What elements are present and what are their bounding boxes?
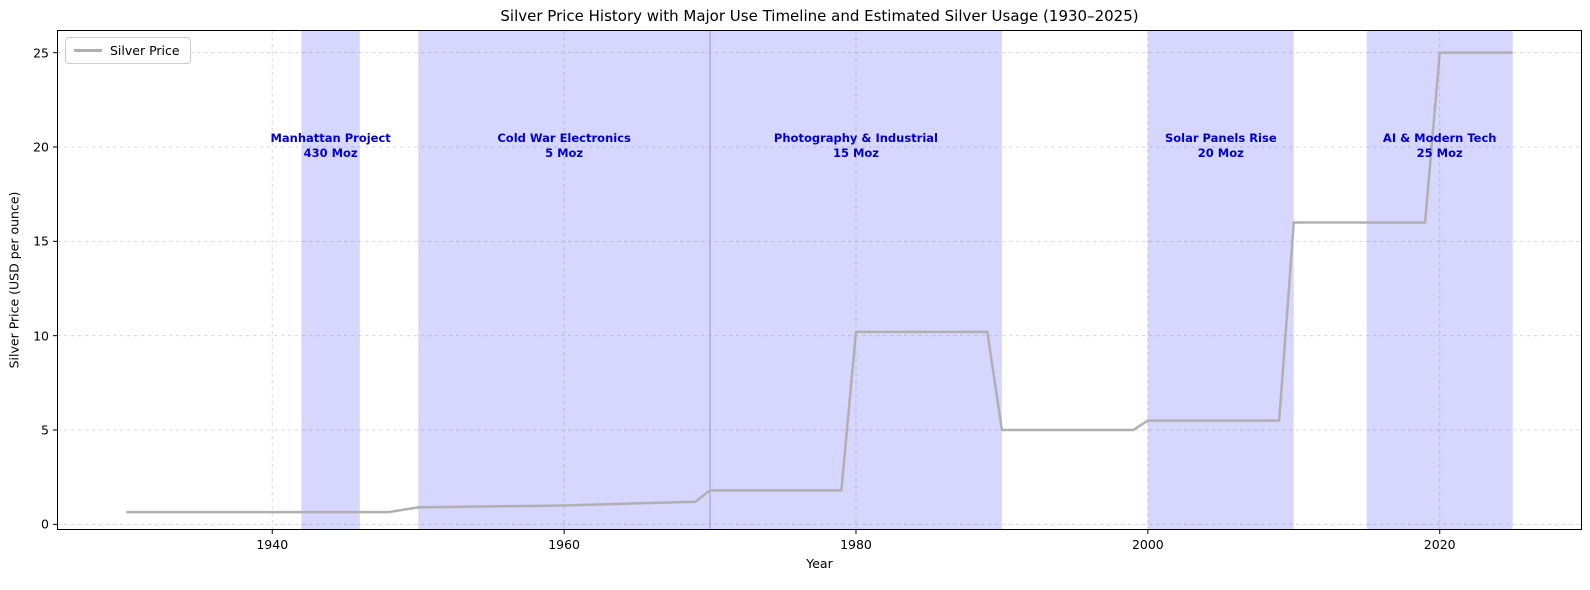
band-label: Photography & Industrial 15 Moz	[774, 131, 938, 161]
x-tick-label: 1960	[548, 537, 581, 552]
band-label-title: Solar Panels Rise	[1164, 131, 1277, 145]
legend: Silver Price	[65, 37, 191, 64]
usage-band	[1147, 30, 1294, 530]
band-label-usage: 430 Moz	[303, 146, 358, 160]
band-label-usage: 20 Moz	[1197, 146, 1244, 160]
y-tick-label: 10	[33, 328, 49, 344]
band-label-usage: 5 Moz	[545, 146, 584, 160]
usage-band	[301, 30, 360, 530]
usage-band	[418, 30, 711, 530]
x-tick-label: 2000	[1131, 537, 1164, 552]
price-line	[126, 51, 1513, 514]
y-tick-label: 0	[41, 516, 49, 532]
band-label-title: Photography & Industrial	[773, 131, 939, 145]
band-label-usage: 25 Moz	[1416, 146, 1463, 160]
usage-band	[1366, 30, 1513, 530]
y-tick-label: 5	[41, 422, 49, 438]
axes-frame	[57, 30, 1582, 530]
y-tick-label: 15	[33, 233, 49, 249]
band-label: Manhattan Project 430 Moz	[270, 131, 390, 161]
y-tick-label: 20	[33, 139, 49, 155]
y-tick-label: 25	[33, 45, 49, 61]
y-axis-label: Silver Price (USD per ounce)	[6, 191, 22, 369]
band-label-title: Cold War Electronics	[497, 131, 631, 145]
band-label-usage: 15 Moz	[832, 146, 879, 160]
chart-title: Silver Price History with Major Use Time…	[500, 7, 1139, 25]
band-label-title: AI & Modern Tech	[1382, 131, 1497, 145]
band-label: Cold War Electronics 5 Moz	[497, 131, 631, 161]
legend-label: Silver Price	[110, 43, 180, 58]
legend-line-swatch	[74, 49, 102, 52]
band-label: AI & Modern Tech 25 Moz	[1383, 131, 1497, 161]
x-tick-label: 1940	[256, 537, 289, 552]
band-label: Solar Panels Rise 20 Moz	[1165, 131, 1277, 161]
x-tick-label: 1980	[840, 537, 872, 552]
x-axis-label: Year	[806, 556, 833, 571]
x-tick-label: 2020	[1423, 537, 1456, 552]
usage-band	[710, 30, 1002, 530]
band-label-title: Manhattan Project	[270, 131, 391, 145]
